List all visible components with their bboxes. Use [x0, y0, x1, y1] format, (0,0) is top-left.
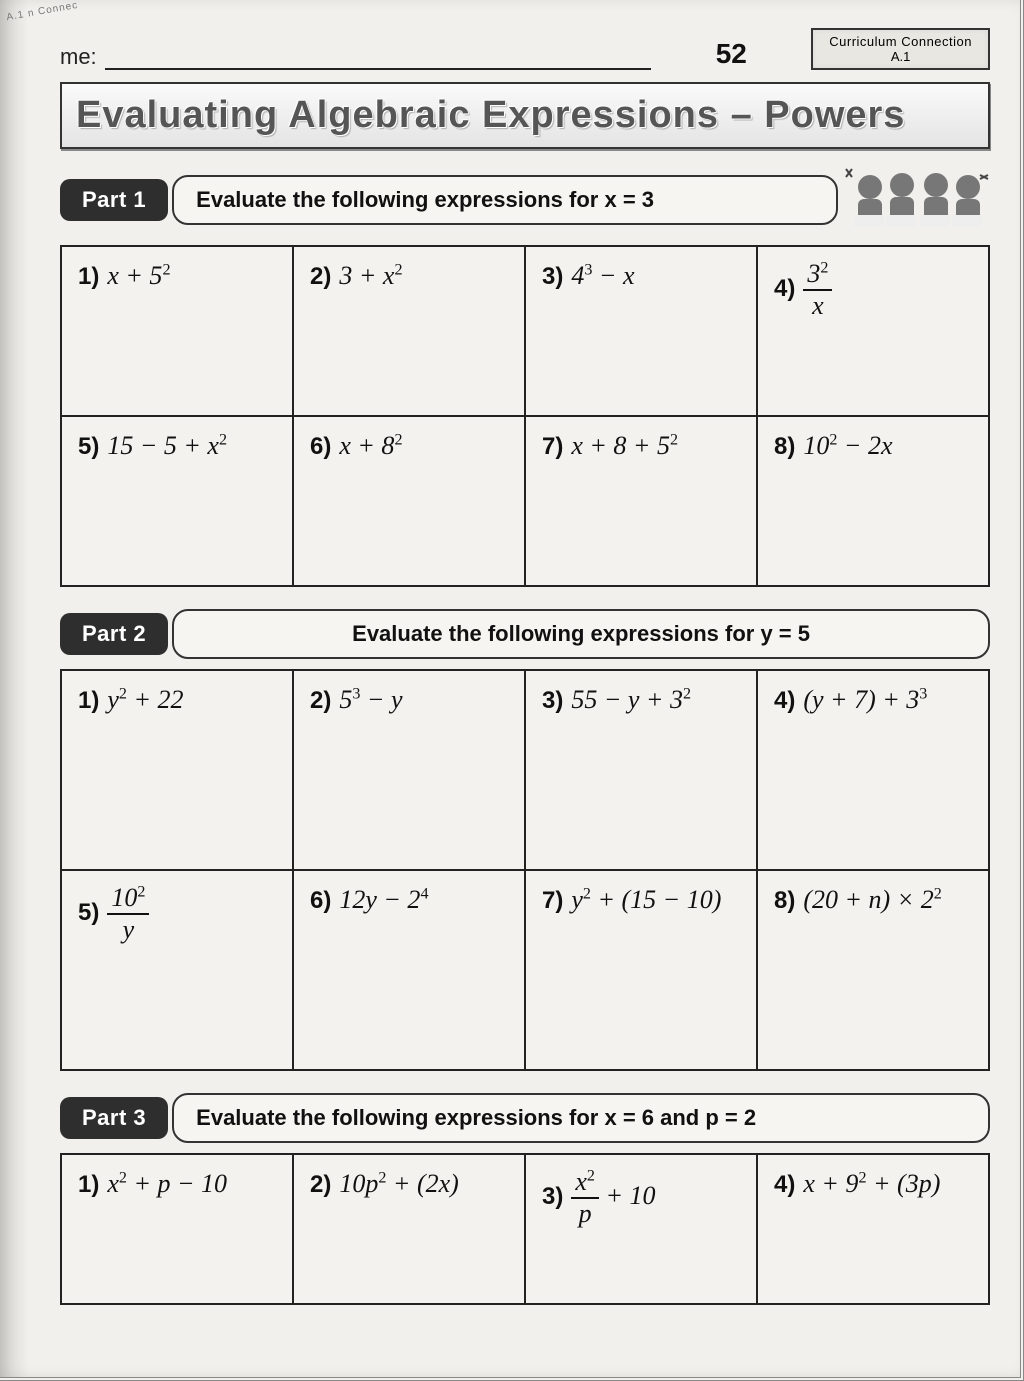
cell-expr: 43 − x [571, 261, 634, 290]
p2-cell-6: 6) 12y − 24 [293, 870, 525, 1070]
p1-cell-5: 5) 15 − 5 + x2 [61, 416, 293, 586]
cell-num: 2) [310, 687, 331, 714]
cell-expr: y2 + (15 − 10) [571, 885, 721, 914]
cell-num: 5) [78, 899, 99, 926]
cell-num: 4) [774, 275, 795, 302]
cell-expr: x2 + p − 10 [107, 1169, 227, 1198]
cell-expr: (y + 7) + 33 [803, 685, 927, 714]
p3-cell-1: 1) x2 + p − 10 [61, 1154, 293, 1304]
cell-num: 2) [310, 1171, 331, 1198]
cell-expr: 32x [803, 273, 832, 302]
p1-cell-4: 4) 32x [757, 246, 989, 416]
cell-num: 3) [542, 687, 563, 714]
cell-expr: 102 − 2x [803, 431, 892, 460]
cell-expr: x2p + 10 [571, 1181, 655, 1210]
curriculum-bottom: A.1 [829, 49, 972, 64]
cell-expr: 102y [107, 897, 149, 926]
cell-num: 2) [310, 263, 331, 290]
cell-num: 1) [78, 263, 99, 290]
part2-pill: Part 2 [60, 613, 168, 655]
cell-expr: x + 82 [339, 431, 402, 460]
cell-expr: x + 8 + 52 [571, 431, 678, 460]
curriculum-top: Curriculum Connection [829, 34, 972, 49]
cell-expr: x + 92 + (3p) [803, 1169, 940, 1198]
p2-cell-1: 1) y2 + 22 [61, 670, 293, 870]
cell-num: 7) [542, 887, 563, 914]
title-banner: Evaluating Algebraic Expressions – Power… [60, 82, 990, 149]
cell-num: 5) [78, 433, 99, 460]
part3-header: Part 3 Evaluate the following expression… [60, 1093, 990, 1143]
part2-instruction: Evaluate the following expressions for y… [172, 609, 990, 659]
name-label: me: [60, 44, 97, 70]
cell-expr: y2 + 22 [107, 685, 183, 714]
part1-grid: 1) x + 52 2) 3 + x2 3) 43 − x 4) 32x 5) 15 − … [60, 245, 990, 587]
part3-instruction: Evaluate the following expressions for x… [172, 1093, 990, 1143]
part1-pill: Part 1 [60, 179, 168, 221]
cell-num: 3) [542, 263, 563, 290]
cell-expr: 55 − y + 32 [571, 685, 691, 714]
p1-cell-7: 7) x + 8 + 52 [525, 416, 757, 586]
p1-cell-6: 6) x + 82 [293, 416, 525, 586]
cell-num: 6) [310, 433, 331, 460]
p2-cell-8: 8) (20 + n) × 22 [757, 870, 989, 1070]
header-row: me: 52 Curriculum Connection A.1 [60, 28, 990, 70]
cell-expr: 3 + x2 [339, 261, 402, 290]
p3-cell-2: 2) 10p2 + (2x) [293, 1154, 525, 1304]
spiral-binding-shadow [0, 0, 36, 1377]
cell-expr: 12y − 24 [339, 885, 428, 914]
cell-num: 8) [774, 433, 795, 460]
kids-illustration-icon [840, 165, 990, 235]
p2-cell-3: 3) 55 − y + 32 [525, 670, 757, 870]
p2-cell-2: 2) 53 − y [293, 670, 525, 870]
page-number: 52 [671, 38, 791, 70]
cell-num: 4) [774, 1171, 795, 1198]
part1-header: Part 1 Evaluate the following expression… [60, 165, 990, 235]
p1-cell-3: 3) 43 − x [525, 246, 757, 416]
part2-header: Part 2 Evaluate the following expression… [60, 609, 990, 659]
name-line[interactable] [105, 46, 652, 70]
part2-grid: 1) y2 + 22 2) 53 − y 3) 55 − y + 32 4) (y + … [60, 669, 990, 1071]
part3-grid: 1) x2 + p − 10 2) 10p2 + (2x) 3) x2p + 10 4… [60, 1153, 990, 1305]
part3-pill: Part 3 [60, 1097, 168, 1139]
cell-expr: 53 − y [339, 685, 402, 714]
p2-cell-7: 7) y2 + (15 − 10) [525, 870, 757, 1070]
p3-cell-4: 4) x + 92 + (3p) [757, 1154, 989, 1304]
p2-cell-5: 5) 102y [61, 870, 293, 1070]
cell-expr: (20 + n) × 22 [803, 885, 941, 914]
cell-expr: 10p2 + (2x) [339, 1169, 458, 1198]
p1-cell-2: 2) 3 + x2 [293, 246, 525, 416]
p2-cell-4: 4) (y + 7) + 33 [757, 670, 989, 870]
part1-instruction: Evaluate the following expressions for x… [172, 175, 838, 225]
name-field: me: [60, 44, 651, 70]
cell-num: 4) [774, 687, 795, 714]
cell-num: 7) [542, 433, 563, 460]
p1-cell-8: 8) 102 − 2x [757, 416, 989, 586]
cell-num: 8) [774, 887, 795, 914]
curriculum-box: Curriculum Connection A.1 [811, 28, 990, 70]
p3-cell-3: 3) x2p + 10 [525, 1154, 757, 1304]
worksheet-page: A.1 n Connec me: 52 Curriculum Connectio… [0, 0, 1024, 1381]
cell-num: 3) [542, 1183, 563, 1210]
cell-num: 1) [78, 1171, 99, 1198]
cell-expr: 15 − 5 + x2 [107, 431, 227, 460]
cell-num: 6) [310, 887, 331, 914]
cell-num: 1) [78, 687, 99, 714]
title-text: Evaluating Algebraic Expressions – Power… [76, 94, 974, 137]
p1-cell-1: 1) x + 52 [61, 246, 293, 416]
cell-expr: x + 52 [107, 261, 170, 290]
